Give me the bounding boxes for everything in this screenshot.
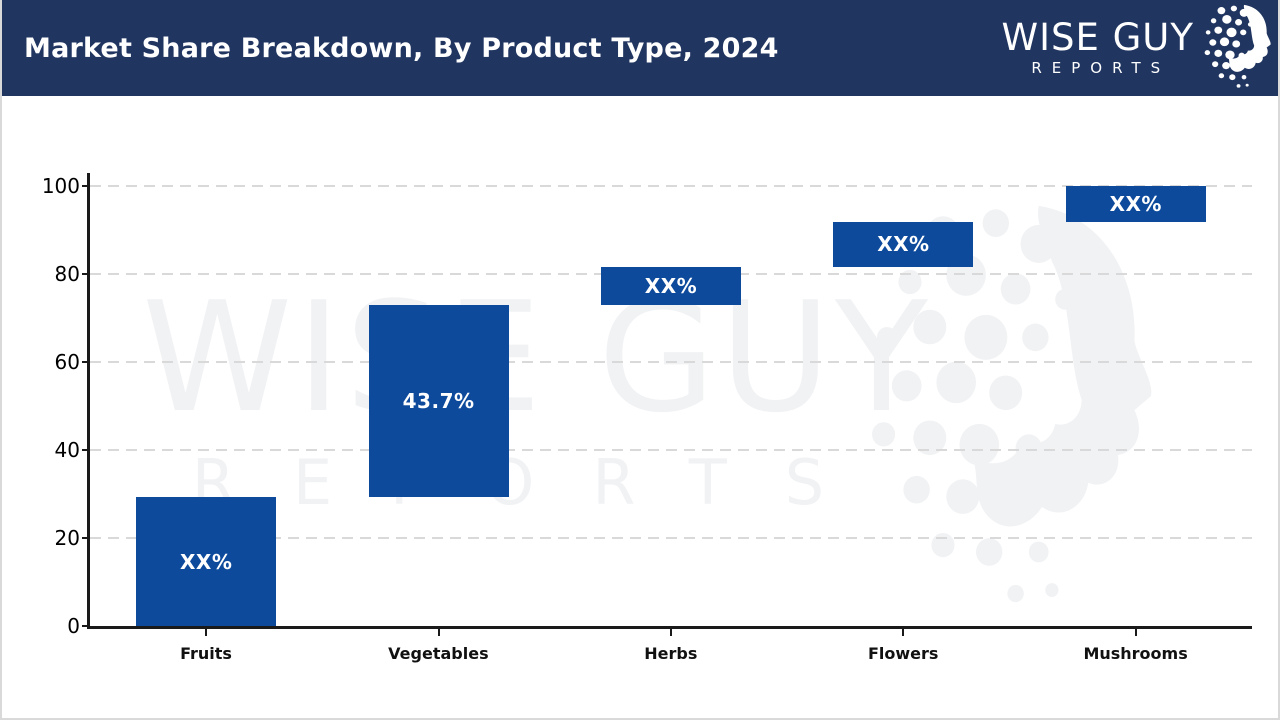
page-title: Market Share Breakdown, By Product Type,… [24,32,779,64]
y-tick-mark [82,537,90,539]
x-tick-label: Vegetables [388,644,489,663]
y-tick-label: 20 [54,526,80,550]
bar-value-label: XX% [877,232,930,257]
x-tick-label: Mushrooms [1083,644,1188,663]
y-tick-mark [82,361,90,363]
gridline [90,185,1252,187]
x-tick-mark [205,628,208,636]
brand-logo: WISE GUY REPORTS [1002,0,1276,96]
y-tick-mark [82,449,90,451]
gridline [90,537,1252,539]
x-tick-mark [902,628,905,636]
x-tick-mark [1134,628,1137,636]
brand-subtitle: REPORTS [1031,59,1171,78]
y-tick-mark [82,625,90,627]
y-tick-mark [82,273,90,275]
y-tick-mark [82,185,90,187]
bar-value-label: XX% [179,549,233,574]
bar: XX% [833,222,974,267]
bar: XX% [136,497,277,626]
gridline [90,449,1252,451]
brand-name: WISE GUY [1001,15,1194,59]
y-tick-label: 100 [41,174,80,198]
x-tick-mark [670,628,672,636]
x-tick-label: Herbs [644,644,698,663]
y-tick-label: 40 [54,438,80,462]
y-axis-line [87,172,90,629]
gridline [90,361,1252,363]
bar: 43.7% [368,304,509,498]
plot-area: 0 20 40 60 80 100 XX% Fruits 43.7% Vegetables XX% H… [2,96,1278,718]
brand-logo-text: WISE GUY REPORTS [1001,15,1194,78]
x-tick-label: Flowers [867,644,939,663]
bar-value-label: 43.7% [402,388,475,413]
dotted-head-icon [1204,4,1271,88]
x-tick-label: Fruits [180,644,232,663]
bar-value-label: XX% [644,273,698,298]
y-tick-label: 0 [67,614,80,638]
y-tick-label: 60 [54,350,80,374]
y-tick-label: 80 [54,262,80,286]
bar-value-label: XX% [1109,192,1162,217]
x-tick-mark [437,628,440,636]
bar: XX% [1065,186,1206,223]
x-axis-line [87,626,1252,629]
header: Market Share Breakdown, By Product Type,… [2,0,1278,96]
bar: XX% [601,266,741,305]
